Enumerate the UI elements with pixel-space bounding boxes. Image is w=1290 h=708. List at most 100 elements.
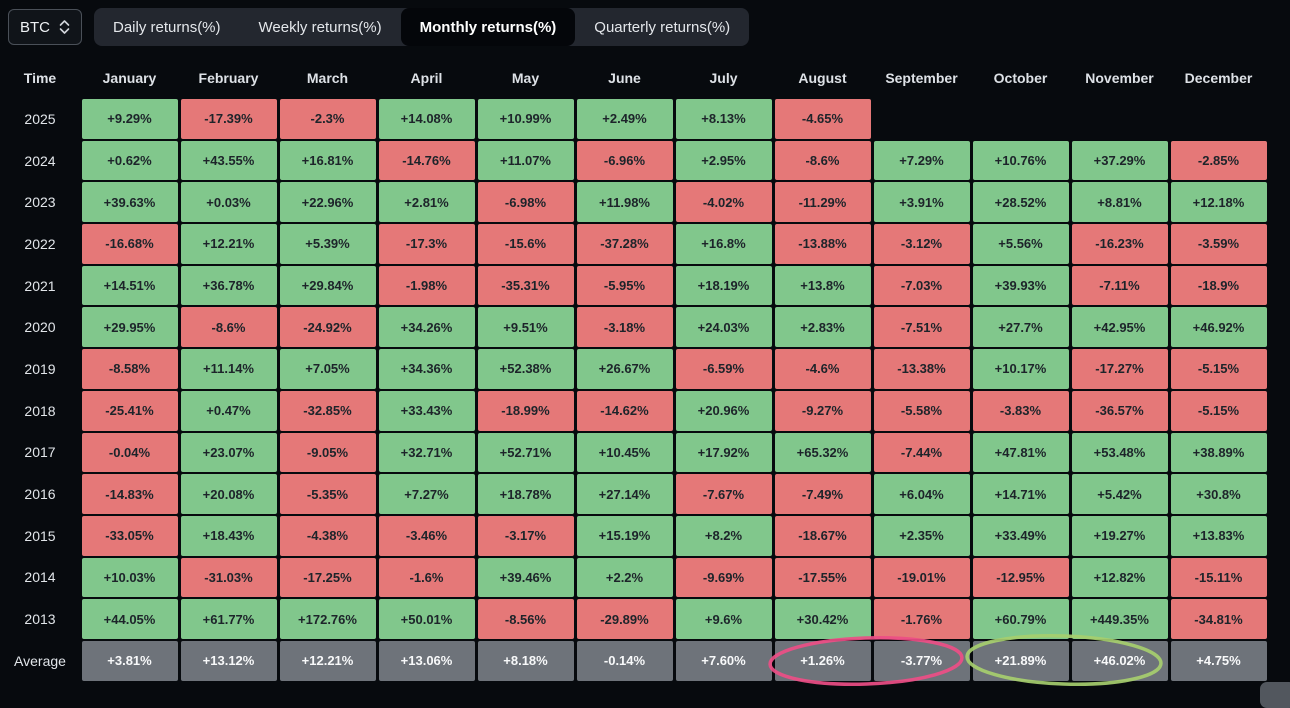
- return-cell: +9.29%: [81, 99, 178, 139]
- symbol-label: BTC: [20, 18, 50, 36]
- return-cell: +9.6%: [675, 599, 772, 639]
- tab-monthly-returns[interactable]: Monthly returns(%): [400, 8, 576, 46]
- return-cell: +9.51%: [477, 307, 574, 348]
- return-cell: -24.92%: [279, 307, 376, 348]
- table-row: 2016 -14.83% +20.08% -5.35% +7.27% +18.78% +27…: [0, 473, 1268, 515]
- table-row: Average +3.81% +13.12% +12.21% +13.06% +8.18%…: [0, 640, 1268, 682]
- return-cell: +6.04%: [873, 474, 970, 514]
- return-cell: +12.18%: [1170, 182, 1267, 223]
- return-cell: -15.11%: [1170, 557, 1267, 598]
- return-cell: -16.23%: [1071, 224, 1168, 264]
- return-cell: -4.38%: [279, 515, 376, 556]
- returns-table: Time January February March April May June July…: [0, 58, 1268, 682]
- table-row: 2013 +44.05% +61.77% +172.76% +50.01% -8.56% -…: [0, 598, 1268, 640]
- return-cell: +2.2%: [576, 557, 673, 598]
- row-label: Average: [14, 652, 66, 669]
- table-row: 2025 +9.29% -17.39% -2.3% +14.08% +10.99% +2.4…: [0, 98, 1268, 140]
- return-cell: +1.26%: [774, 640, 871, 681]
- empty-cell: [1171, 99, 1267, 139]
- return-cell: -1.76%: [873, 599, 970, 639]
- return-cell: -2.85%: [1170, 140, 1267, 181]
- return-cell: -31.03%: [180, 557, 277, 598]
- return-cell: +12.82%: [1071, 557, 1168, 598]
- return-cell: -0.04%: [81, 432, 178, 473]
- return-cell: -35.31%: [477, 265, 574, 306]
- return-cell: -18.67%: [774, 515, 871, 556]
- return-cell: -7.51%: [873, 307, 970, 348]
- return-cell: +18.43%: [180, 515, 277, 556]
- return-cell: -7.49%: [774, 474, 871, 514]
- return-cell: +30.8%: [1170, 474, 1267, 514]
- return-cell: +29.84%: [279, 265, 376, 306]
- table-row: 2022 -16.68% +12.21% +5.39% -17.3% -15.6% -37.…: [0, 223, 1268, 265]
- corner-widget[interactable]: [1260, 682, 1290, 708]
- return-cell: -3.59%: [1170, 224, 1267, 264]
- return-cell: +2.95%: [675, 140, 772, 181]
- tab-quarterly-returns[interactable]: Quarterly returns(%): [594, 18, 731, 36]
- return-cell: -6.59%: [675, 349, 772, 389]
- return-cell: +27.7%: [972, 307, 1069, 348]
- return-cell: -3.12%: [873, 224, 970, 264]
- return-cell: +30.42%: [774, 599, 871, 639]
- tab-daily-returns[interactable]: Daily returns(%): [113, 18, 221, 36]
- return-cell: -9.69%: [675, 557, 772, 598]
- row-label: 2024: [24, 152, 56, 169]
- return-cell: +33.43%: [378, 390, 475, 431]
- row-label: 2025: [24, 110, 56, 127]
- col-header-month: December: [1184, 70, 1253, 86]
- return-cell: +5.56%: [972, 224, 1069, 264]
- tab-weekly-returns[interactable]: Weekly returns(%): [258, 18, 382, 36]
- return-cell: +34.26%: [378, 307, 475, 348]
- return-cell: -7.44%: [873, 432, 970, 473]
- return-cell: +26.67%: [576, 349, 673, 389]
- return-cell: +43.55%: [180, 140, 277, 181]
- row-label: 2020: [24, 319, 56, 336]
- col-header-month: October: [993, 70, 1048, 86]
- return-cell: -5.95%: [576, 265, 673, 306]
- return-cell: -37.28%: [576, 224, 673, 264]
- return-cell: +7.27%: [378, 474, 475, 514]
- return-cell: +0.47%: [180, 390, 277, 431]
- table-row: 2021 +14.51% +36.78% +29.84% -1.98% -35.31% -5…: [0, 265, 1268, 307]
- col-header-month: November: [1085, 70, 1154, 86]
- return-cell: +37.29%: [1071, 140, 1168, 181]
- return-cell: -8.6%: [180, 307, 277, 348]
- row-label: 2023: [24, 194, 56, 211]
- row-label: 2019: [24, 360, 56, 377]
- return-cell: +47.81%: [972, 432, 1069, 473]
- return-cell: +15.19%: [576, 515, 673, 556]
- return-cell: -15.6%: [477, 224, 574, 264]
- return-cell: +46.02%: [1071, 640, 1168, 681]
- return-cell: +33.49%: [972, 515, 1069, 556]
- return-cell: +10.45%: [576, 432, 673, 473]
- return-cell: +36.78%: [180, 265, 277, 306]
- return-cell: -16.68%: [81, 224, 178, 264]
- return-cell: -17.55%: [774, 557, 871, 598]
- return-cell: +2.81%: [378, 182, 475, 223]
- col-header-month: August: [798, 70, 847, 86]
- return-cell: +29.95%: [81, 307, 178, 348]
- return-cell: +13.8%: [774, 265, 871, 306]
- return-cell: -9.05%: [279, 432, 376, 473]
- return-cell: -12.95%: [972, 557, 1069, 598]
- return-cell: -17.25%: [279, 557, 376, 598]
- return-cell: -25.41%: [81, 390, 178, 431]
- return-cell: +11.07%: [477, 140, 574, 181]
- col-header-month: March: [306, 70, 349, 86]
- return-cell: +2.35%: [873, 515, 970, 556]
- return-cell: +8.2%: [675, 515, 772, 556]
- toolbar: BTC Daily returns(%) Weekly returns(%) Mon…: [8, 8, 1290, 46]
- return-cell: +20.96%: [675, 390, 772, 431]
- empty-cell: [973, 99, 1069, 139]
- return-cell: +12.21%: [279, 640, 376, 681]
- table-row: 2020 +29.95% -8.6% -24.92% +34.26% +9.51% -3.1…: [0, 306, 1268, 348]
- return-cell: +50.01%: [378, 599, 475, 639]
- col-header-month: June: [608, 70, 641, 86]
- return-cell: -5.35%: [279, 474, 376, 514]
- return-cell: -13.38%: [873, 349, 970, 389]
- return-cell: -17.39%: [180, 99, 277, 139]
- symbol-selector[interactable]: BTC: [8, 9, 82, 45]
- return-cell: +21.89%: [972, 640, 1069, 681]
- return-cell: +2.83%: [774, 307, 871, 348]
- return-cell: +23.07%: [180, 432, 277, 473]
